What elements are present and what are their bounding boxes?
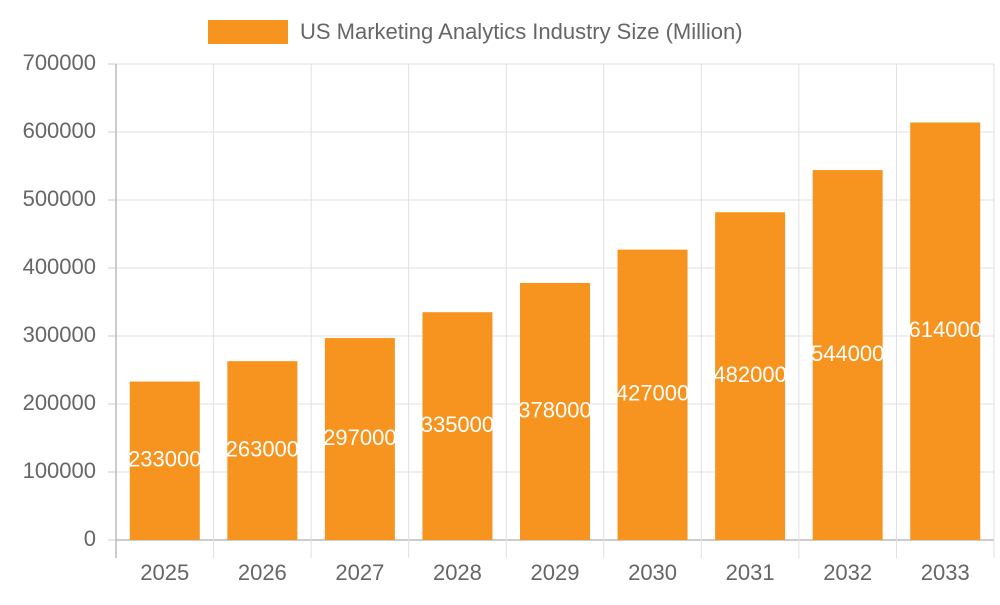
bar xyxy=(520,282,590,540)
bar xyxy=(617,249,688,540)
x-tick-label: 2032 xyxy=(823,560,872,585)
data-label: 233000 xyxy=(128,447,201,472)
data-label: 614000 xyxy=(909,317,982,342)
data-label: 544000 xyxy=(811,341,884,366)
legend-swatch xyxy=(208,20,288,44)
bar xyxy=(715,212,786,541)
y-tick-label: 400000 xyxy=(23,254,96,279)
data-label: 378000 xyxy=(518,397,591,422)
bar xyxy=(910,122,981,540)
x-tick-label: 2028 xyxy=(433,560,482,585)
data-label: 297000 xyxy=(323,425,396,450)
bar xyxy=(812,170,883,540)
y-tick-label: 0 xyxy=(84,526,96,551)
y-tick-label: 600000 xyxy=(23,118,96,143)
x-tick-label: 2025 xyxy=(140,560,189,585)
data-label: 427000 xyxy=(616,381,689,406)
legend-label: US Marketing Analytics Industry Size (Mi… xyxy=(300,19,743,44)
x-tick-label: 2031 xyxy=(726,560,775,585)
y-tick-label: 700000 xyxy=(23,50,96,75)
y-tick-label: 100000 xyxy=(23,458,96,483)
bar xyxy=(422,312,493,540)
x-tick-label: 2026 xyxy=(238,560,287,585)
data-label: 482000 xyxy=(713,362,786,387)
bar xyxy=(227,361,298,540)
y-tick-label: 200000 xyxy=(23,390,96,415)
x-tick-label: 2029 xyxy=(531,560,580,585)
bar xyxy=(129,381,200,540)
y-tick-label: 500000 xyxy=(23,186,96,211)
data-label: 335000 xyxy=(421,412,494,437)
x-tick-label: 2033 xyxy=(921,560,970,585)
data-label: 263000 xyxy=(226,436,299,461)
x-tick-label: 2030 xyxy=(628,560,677,585)
x-tick-label: 2027 xyxy=(335,560,384,585)
y-tick-label: 300000 xyxy=(23,322,96,347)
bar xyxy=(324,338,395,540)
